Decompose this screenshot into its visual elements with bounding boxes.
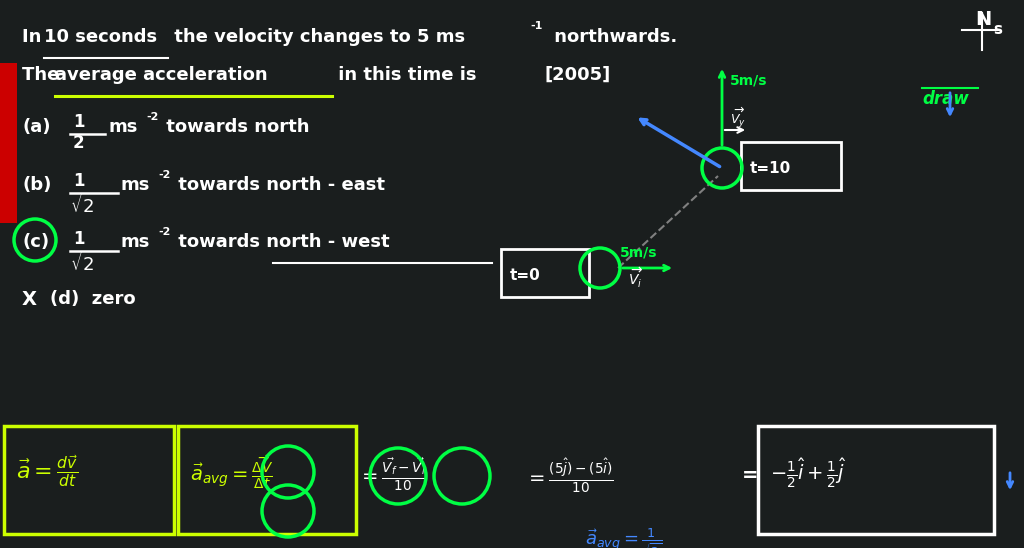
Text: The: The	[22, 66, 66, 84]
Text: in this time is: in this time is	[332, 66, 476, 84]
FancyBboxPatch shape	[178, 426, 356, 534]
Text: t=10: t=10	[750, 161, 792, 176]
Text: N: N	[975, 10, 991, 29]
Text: 2: 2	[73, 134, 85, 152]
FancyBboxPatch shape	[4, 426, 174, 534]
Text: $\vec{a}_{avg} = \frac{1}{\sqrt{2}}$: $\vec{a}_{avg} = \frac{1}{\sqrt{2}}$	[585, 526, 663, 548]
Text: ms: ms	[120, 176, 150, 194]
Text: -2: -2	[158, 227, 170, 237]
FancyBboxPatch shape	[741, 142, 841, 190]
Text: (c): (c)	[22, 233, 49, 251]
Text: ms: ms	[108, 118, 137, 136]
Text: s: s	[993, 22, 1002, 37]
Text: $\sqrt{2}$: $\sqrt{2}$	[70, 193, 98, 217]
Text: -2: -2	[158, 170, 170, 180]
Text: 10 seconds: 10 seconds	[44, 28, 157, 46]
Text: =: =	[742, 466, 759, 485]
Text: (d)  zero: (d) zero	[50, 290, 135, 308]
Text: $-\frac{1}{2}\hat{i} + \frac{1}{2}\hat{j}$: $-\frac{1}{2}\hat{i} + \frac{1}{2}\hat{j…	[770, 456, 847, 489]
Text: -1: -1	[530, 21, 543, 31]
Text: $\overrightarrow{V_y}$: $\overrightarrow{V_y}$	[730, 106, 745, 130]
Text: $= \frac{\vec{V_f} - \vec{V_i}}{10}$: $= \frac{\vec{V_f} - \vec{V_i}}{10}$	[358, 456, 426, 493]
Text: 1: 1	[73, 172, 85, 190]
FancyBboxPatch shape	[501, 249, 589, 297]
Text: In: In	[22, 28, 48, 46]
Text: the velocity changes to 5 ms: the velocity changes to 5 ms	[168, 28, 465, 46]
Text: average acceleration: average acceleration	[55, 66, 267, 84]
Text: X: X	[22, 290, 37, 309]
Text: (a): (a)	[22, 118, 50, 136]
Text: $\vec{a}_{avg} = \frac{\overrightarrow{\Delta V}}{\Delta t}$: $\vec{a}_{avg} = \frac{\overrightarrow{\…	[190, 453, 273, 490]
Text: $\vec{a} = \frac{d\vec{v}}{dt}$: $\vec{a} = \frac{d\vec{v}}{dt}$	[16, 453, 78, 489]
Text: t=0: t=0	[510, 268, 541, 283]
Text: 5m/s: 5m/s	[730, 73, 768, 87]
Text: towards north: towards north	[160, 118, 309, 136]
Text: $\sqrt{2}$: $\sqrt{2}$	[70, 251, 98, 275]
Text: 1: 1	[73, 113, 85, 131]
Text: $= \frac{(5\hat{j}) - (5\hat{i})}{10}$: $= \frac{(5\hat{j}) - (5\hat{i})}{10}$	[525, 456, 614, 495]
Text: [2005]: [2005]	[545, 66, 611, 84]
Text: northwards.: northwards.	[548, 28, 677, 46]
Text: ms: ms	[120, 233, 150, 251]
Text: $\overrightarrow{V_i}$: $\overrightarrow{V_i}$	[628, 266, 643, 290]
Text: towards north - west: towards north - west	[172, 233, 389, 251]
Text: -2: -2	[146, 112, 159, 122]
Text: (b): (b)	[22, 176, 51, 194]
Text: towards north - east: towards north - east	[172, 176, 385, 194]
FancyBboxPatch shape	[758, 426, 994, 534]
Text: 5m/s: 5m/s	[620, 246, 657, 260]
Text: draw: draw	[922, 90, 969, 108]
FancyBboxPatch shape	[0, 63, 17, 223]
Text: 1: 1	[73, 230, 85, 248]
